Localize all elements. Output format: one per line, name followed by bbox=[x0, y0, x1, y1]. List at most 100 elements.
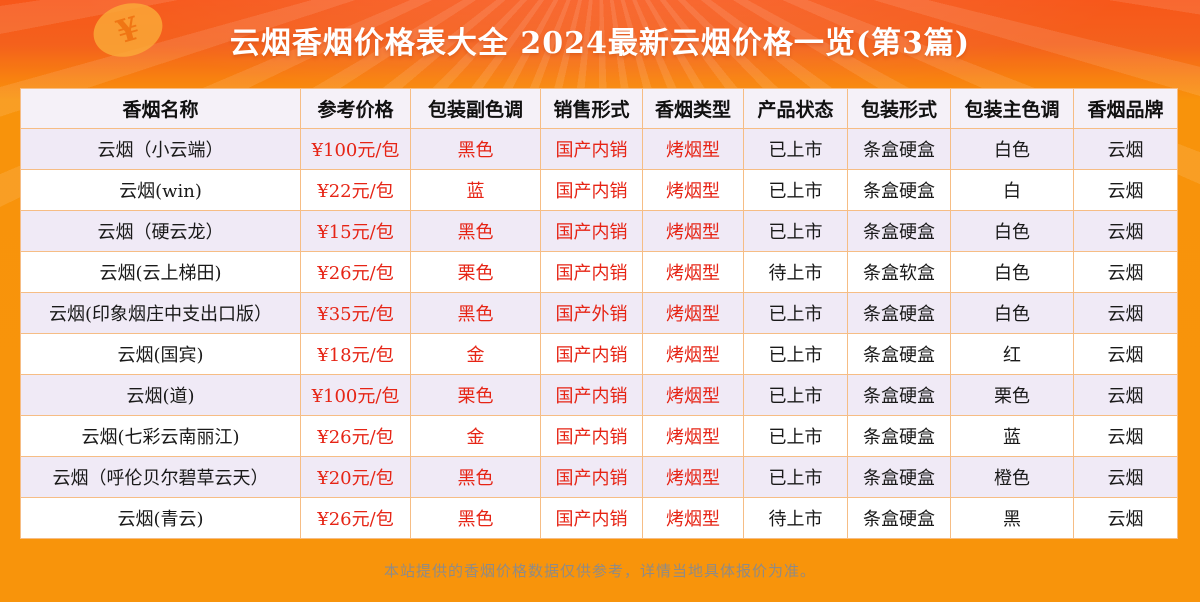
cell-name: 云烟(青云) bbox=[20, 497, 301, 539]
cell-sub_color: 黑色 bbox=[410, 210, 541, 252]
page-title: 云烟香烟价格表大全 2024最新云烟价格一览(第3篇) bbox=[229, 26, 971, 61]
table-row: 云烟(七彩云南丽江) ¥26元/包金国产内销 烤烟型 已上市 条盒硬盒蓝云烟 bbox=[20, 415, 1178, 457]
cell-sub_color: 黑色 bbox=[410, 292, 541, 334]
cell-name: 云烟（呼伦贝尔碧草云天） bbox=[20, 456, 301, 498]
cell-type: 烤烟型 bbox=[642, 169, 744, 211]
cell-price: ¥26元/包 bbox=[300, 251, 411, 293]
cell-price: ¥26元/包 bbox=[300, 497, 411, 539]
column-header: 参考价格 bbox=[300, 88, 411, 129]
cell-status: 已上市 bbox=[743, 374, 848, 416]
cell-name: 云烟（小云端） bbox=[20, 128, 301, 170]
cell-brand: 云烟 bbox=[1073, 333, 1178, 375]
cell-pack_form: 条盒硬盒 bbox=[847, 415, 951, 457]
cell-pack_form: 条盒硬盒 bbox=[847, 169, 951, 211]
table-header-row: 香烟名称 参考价格 包装副色调 销售形式 香烟类型 产品状态 包装形式 包装主色调 香烟品牌 bbox=[20, 88, 1178, 129]
cell-brand: 云烟 bbox=[1073, 456, 1178, 498]
cell-type: 烤烟型 bbox=[642, 333, 744, 375]
cell-main_color: 白色 bbox=[950, 210, 1074, 252]
cell-type: 烤烟型 bbox=[642, 128, 744, 170]
cell-main_color: 蓝 bbox=[950, 415, 1074, 457]
column-header: 产品状态 bbox=[743, 88, 848, 129]
cell-type: 烤烟型 bbox=[642, 210, 744, 252]
cell-status: 待上市 bbox=[743, 497, 848, 539]
cell-brand: 云烟 bbox=[1073, 415, 1178, 457]
cell-price: ¥20元/包 bbox=[300, 456, 411, 498]
cell-price: ¥15元/包 bbox=[300, 210, 411, 252]
cell-status: 已上市 bbox=[743, 210, 848, 252]
cell-status: 已上市 bbox=[743, 333, 848, 375]
cell-main_color: 白色 bbox=[950, 128, 1074, 170]
cell-price: ¥100元/包 bbox=[300, 374, 411, 416]
cell-status: 已上市 bbox=[743, 456, 848, 498]
cell-sale_form: 国产内销 bbox=[540, 169, 643, 211]
cell-pack_form: 条盒硬盒 bbox=[847, 456, 951, 498]
cell-sub_color: 栗色 bbox=[410, 251, 541, 293]
cell-brand: 云烟 bbox=[1073, 210, 1178, 252]
cell-status: 待上市 bbox=[743, 251, 848, 293]
cell-type: 烤烟型 bbox=[642, 456, 744, 498]
cell-price: ¥100元/包 bbox=[300, 128, 411, 170]
cell-main_color: 红 bbox=[950, 333, 1074, 375]
table-row: 云烟(道) ¥100元/包 栗色 国产内销 烤烟型 已上市 条盒硬盒 栗色 云烟 bbox=[20, 374, 1178, 416]
column-header: 包装主色调 bbox=[950, 88, 1074, 129]
column-header: 销售形式 bbox=[540, 88, 643, 129]
cell-price: ¥18元/包 bbox=[300, 333, 411, 375]
cell-status: 已上市 bbox=[743, 169, 848, 211]
cell-name: 云烟(七彩云南丽江) bbox=[20, 415, 301, 457]
table-body: 云烟（小云端） ¥100元/包 黑色 国产内销 烤烟型 已上市 条盒硬盒 白色 云烟 云烟(win… bbox=[20, 128, 1178, 539]
cell-sub_color: 金 bbox=[410, 415, 541, 457]
footer-disclaimer: 本站提供的香烟价格数据仅供参考，详情当地具体报价为准。 bbox=[383, 562, 816, 580]
column-header: 包装副色调 bbox=[410, 88, 541, 129]
cell-sub_color: 金 bbox=[410, 333, 541, 375]
column-header: 香烟名称 bbox=[20, 88, 301, 129]
cell-price: ¥22元/包 bbox=[300, 169, 411, 211]
cell-sale_form: 国产内销 bbox=[540, 210, 643, 252]
cell-sale_form: 国产内销 bbox=[540, 128, 643, 170]
cell-type: 烤烟型 bbox=[642, 497, 744, 539]
cell-sale_form: 国产内销 bbox=[540, 374, 643, 416]
cell-sale_form: 国产内销 bbox=[540, 497, 643, 539]
table-row: 云烟(青云) ¥26元/包 黑色 国产内销 烤烟型 待上市 条盒硬盒黑云烟 bbox=[20, 497, 1178, 539]
cell-type: 烤烟型 bbox=[642, 415, 744, 457]
cell-sale_form: 国产内销 bbox=[540, 415, 643, 457]
cell-sale_form: 国产内销 bbox=[540, 251, 643, 293]
cell-main_color: 白色 bbox=[950, 251, 1074, 293]
cell-brand: 云烟 bbox=[1073, 128, 1178, 170]
cell-pack_form: 条盒硬盒 bbox=[847, 292, 951, 334]
cell-main_color: 栗色 bbox=[950, 374, 1074, 416]
cell-sale_form: 国产内销 bbox=[540, 333, 643, 375]
cell-sub_color: 蓝 bbox=[410, 169, 541, 211]
cell-name: 云烟(云上梯田) bbox=[20, 251, 301, 293]
cell-brand: 云烟 bbox=[1073, 292, 1178, 334]
column-header: 香烟品牌 bbox=[1073, 88, 1178, 129]
table-row: 云烟（呼伦贝尔碧草云天） ¥20元/包 黑色 国产内销 烤烟型 已上市 条盒硬盒 橙色 云烟 bbox=[20, 456, 1178, 498]
cell-pack_form: 条盒硬盒 bbox=[847, 497, 951, 539]
cell-main_color: 黑 bbox=[950, 497, 1074, 539]
cell-sale_form: 国产内销 bbox=[540, 456, 643, 498]
cell-name: 云烟（硬云龙） bbox=[20, 210, 301, 252]
cell-pack_form: 条盒软盒 bbox=[847, 251, 951, 293]
cell-pack_form: 条盒硬盒 bbox=[847, 333, 951, 375]
cell-name: 云烟(印象烟庄中支出口版） bbox=[20, 292, 301, 334]
cell-main_color: 白 bbox=[950, 169, 1074, 211]
column-header: 香烟类型 bbox=[642, 88, 744, 129]
cell-brand: 云烟 bbox=[1073, 251, 1178, 293]
cell-brand: 云烟 bbox=[1073, 374, 1178, 416]
cell-status: 已上市 bbox=[743, 292, 848, 334]
column-header: 包装形式 bbox=[847, 88, 951, 129]
cell-sub_color: 黑色 bbox=[410, 128, 541, 170]
cigarette-price-table: 香烟名称 参考价格 包装副色调 销售形式 香烟类型 产品状态 包装形式 包装主色调 香烟品牌 云… bbox=[20, 88, 1178, 539]
cell-name: 云烟(道) bbox=[20, 374, 301, 416]
cell-brand: 云烟 bbox=[1073, 169, 1178, 211]
cell-type: 烤烟型 bbox=[642, 251, 744, 293]
cell-type: 烤烟型 bbox=[642, 374, 744, 416]
cell-brand: 云烟 bbox=[1073, 497, 1178, 539]
cell-status: 已上市 bbox=[743, 415, 848, 457]
cell-sub_color: 黑色 bbox=[410, 497, 541, 539]
table-row: 云烟(云上梯田) ¥26元/包 栗色 国产内销 烤烟型 待上市 条盒软盒 白色 云烟 bbox=[20, 251, 1178, 293]
cell-status: 已上市 bbox=[743, 128, 848, 170]
cell-main_color: 橙色 bbox=[950, 456, 1074, 498]
cell-pack_form: 条盒硬盒 bbox=[847, 210, 951, 252]
table-row: 云烟(国宾) ¥18元/包金国产内销 烤烟型 已上市 条盒硬盒红云烟 bbox=[20, 333, 1178, 375]
cell-price: ¥35元/包 bbox=[300, 292, 411, 334]
